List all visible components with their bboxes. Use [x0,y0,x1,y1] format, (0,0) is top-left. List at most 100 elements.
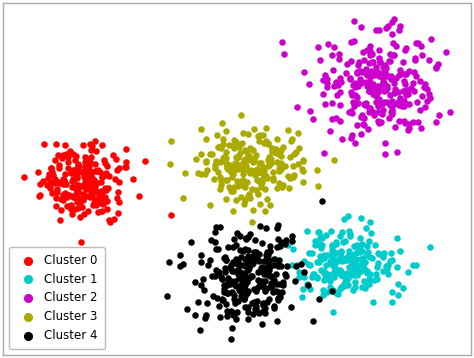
Cluster 0 [55,162,63,168]
Cluster 0 [61,177,68,183]
Cluster 2 [380,70,388,76]
Cluster 4 [201,315,209,321]
Cluster 4 [220,289,228,295]
Cluster 1 [317,243,325,249]
Cluster 2 [414,40,422,45]
Cluster 3 [255,138,263,144]
Cluster 4 [214,269,222,275]
Cluster 0 [20,174,28,180]
Cluster 2 [324,41,331,47]
Cluster 0 [52,189,60,195]
Cluster 0 [58,156,66,161]
Cluster 3 [278,147,285,153]
Cluster 0 [61,178,68,184]
Cluster 3 [253,153,260,158]
Cluster 0 [106,219,113,225]
Cluster 0 [84,208,92,214]
Cluster 2 [346,75,354,81]
Cluster 2 [337,79,345,85]
Cluster 0 [116,179,123,185]
Cluster 0 [81,159,89,165]
Cluster 1 [361,286,368,291]
Cluster 2 [323,84,330,90]
Cluster 3 [291,151,298,157]
Cluster 3 [330,157,337,163]
Cluster 4 [197,282,205,288]
Cluster 2 [435,112,443,118]
Cluster 1 [322,274,329,280]
Cluster 2 [432,65,440,71]
Cluster 1 [320,277,328,283]
Cluster 3 [242,164,249,169]
Cluster 2 [368,59,376,65]
Cluster 0 [62,151,70,156]
Cluster 3 [230,145,238,151]
Cluster 0 [36,192,44,198]
Cluster 1 [319,236,326,241]
Cluster 2 [321,101,328,107]
Cluster 4 [233,261,240,267]
Cluster 2 [417,107,424,113]
Cluster 4 [254,257,262,262]
Cluster 3 [228,169,236,175]
Cluster 2 [367,106,374,111]
Cluster 1 [303,281,310,286]
Cluster 3 [269,175,277,181]
Cluster 0 [91,161,99,167]
Cluster 1 [340,281,348,287]
Cluster 1 [387,250,395,256]
Cluster 0 [123,146,130,152]
Cluster 0 [72,166,80,171]
Cluster 4 [252,254,260,260]
Cluster 4 [274,261,282,267]
Cluster 0 [60,191,68,197]
Cluster 0 [53,203,60,209]
Cluster 0 [98,193,106,199]
Cluster 4 [242,236,250,242]
Cluster 3 [286,175,293,181]
Cluster 0 [102,188,109,193]
Cluster 3 [295,145,302,150]
Cluster 2 [388,103,396,109]
Cluster 0 [91,184,99,190]
Cluster 0 [96,169,103,175]
Cluster 0 [98,142,106,147]
Cluster 2 [357,24,365,30]
Cluster 1 [346,233,354,239]
Cluster 0 [98,195,105,201]
Cluster 3 [247,157,255,163]
Cluster 0 [100,157,108,163]
Cluster 0 [88,194,96,200]
Cluster 2 [382,65,390,71]
Cluster 3 [202,158,210,164]
Cluster 2 [379,76,386,81]
Cluster 3 [247,167,255,173]
Cluster 2 [393,149,401,155]
Cluster 4 [261,310,269,316]
Cluster 2 [401,47,409,53]
Cluster 2 [377,119,385,125]
Cluster 4 [258,284,266,289]
Cluster 4 [304,282,312,288]
Cluster 0 [82,166,89,171]
Cluster 4 [228,309,235,314]
Cluster 4 [269,289,277,295]
Cluster 2 [382,82,389,88]
Cluster 0 [55,180,63,186]
Cluster 2 [392,75,400,81]
Cluster 3 [251,172,258,178]
Cluster 3 [250,126,257,132]
Cluster 2 [356,76,364,82]
Cluster 4 [277,294,284,300]
Cluster 3 [223,178,231,183]
Cluster 0 [67,202,75,208]
Cluster 4 [248,300,256,306]
Cluster 4 [297,261,304,267]
Cluster 2 [388,20,396,25]
Cluster 1 [333,258,341,263]
Cluster 4 [291,278,299,284]
Cluster 0 [87,147,95,153]
Cluster 3 [192,156,200,161]
Cluster 1 [355,269,362,275]
Cluster 1 [344,253,351,259]
